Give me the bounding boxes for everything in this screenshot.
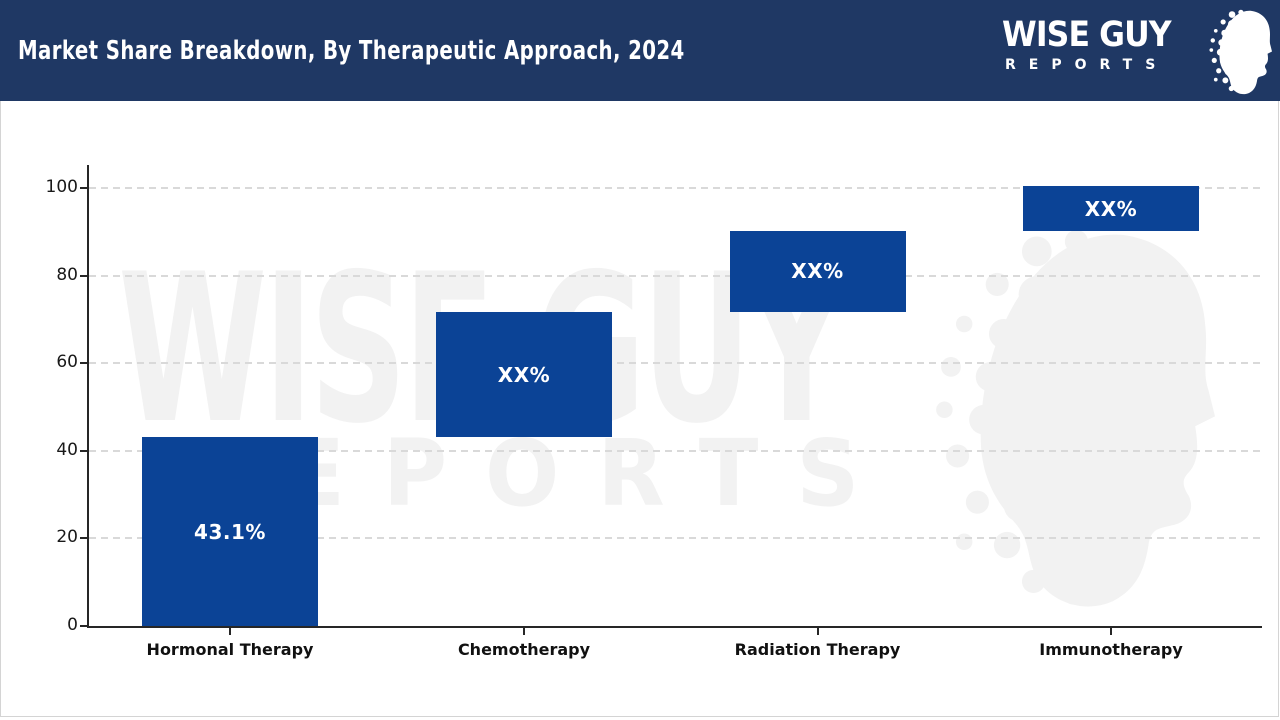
head-profile-dots-icon [1209, 9, 1272, 95]
x-category-label: Chemotherapy [457, 640, 591, 659]
gridline-60 [89, 362, 1262, 365]
brand-logo-text: WISE GUY REPORTS [1002, 15, 1192, 74]
bar-value-label: XX% [1084, 196, 1138, 221]
bar-value-label: XX% [791, 259, 844, 284]
page-title-text: Market Share Breakdown, By Therapeutic A… [18, 35, 685, 66]
header: Market Share Breakdown, By Therapeutic A… [0, 0, 1280, 101]
bar-segment: 43.1% [142, 437, 318, 626]
brand-logo-subtitle: REPORTS [1005, 57, 1169, 73]
watermark-head-profile-icon [936, 229, 1215, 607]
x-axis-spine [87, 626, 1262, 628]
brand-logo: WISE GUY REPORTS [1002, 4, 1272, 98]
page-title: Market Share Breakdown, By Therapeutic A… [18, 0, 895, 101]
bar-segment: XX% [436, 311, 612, 438]
x-tick-1 [523, 628, 525, 635]
y-tick-40 [80, 449, 88, 452]
x-tick-2 [816, 628, 819, 635]
y-tick-label-80: 80 [56, 264, 78, 285]
gridline-40 [89, 449, 1262, 452]
gridline-80 [89, 274, 1262, 277]
y-tick-20 [80, 537, 88, 540]
y-tick-100 [80, 187, 88, 189]
x-category-label: Immunotherapy [1039, 640, 1183, 659]
y-tick-80 [80, 274, 88, 277]
bar-segment: XX% [1023, 186, 1199, 231]
x-category-label: Radiation Therapy [734, 640, 901, 659]
bar-value-label: XX% [497, 362, 551, 387]
y-axis-spine [87, 165, 89, 628]
y-tick-60 [80, 362, 88, 365]
y-tick-0 [80, 625, 88, 627]
y-tick-label-0: 0 [67, 615, 78, 635]
y-tick-label-40: 40 [56, 439, 78, 460]
y-tick-label-20: 20 [56, 527, 78, 548]
x-tick-0 [229, 628, 231, 635]
x-category-label: Hormonal Therapy [146, 640, 314, 659]
gridline-100 [89, 187, 1262, 189]
x-tick-3 [1110, 628, 1112, 635]
brand-logo-wordmark: WISE GUY [1002, 15, 1172, 55]
y-tick-label-60: 60 [56, 352, 78, 373]
bar-segment: XX% [729, 230, 906, 312]
gridline-20 [89, 537, 1262, 540]
bar-value-label: 43.1% [194, 519, 266, 544]
y-tick-label-100: 100 [45, 177, 78, 197]
